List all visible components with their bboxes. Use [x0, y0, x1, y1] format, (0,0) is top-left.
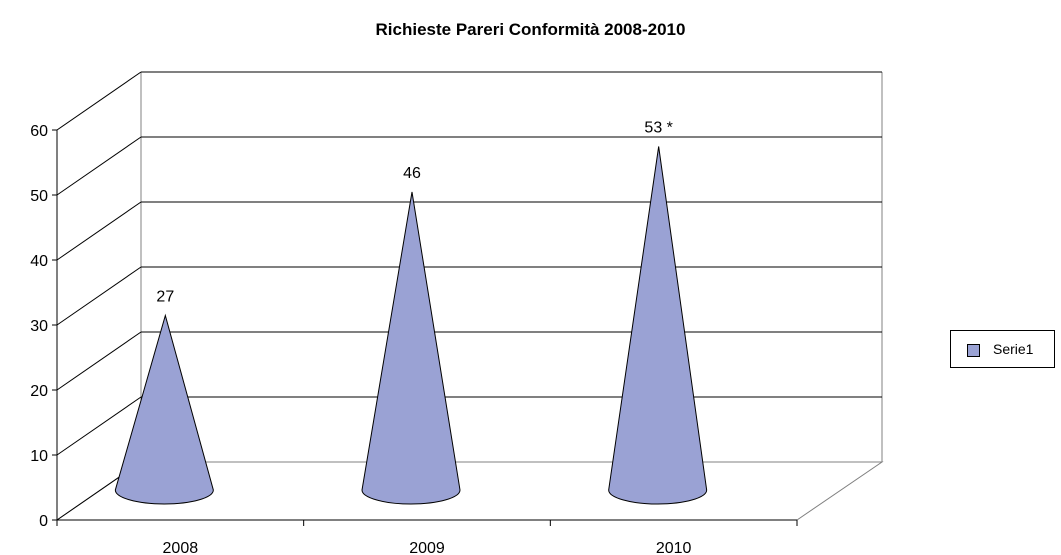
data-label: 27 [156, 289, 174, 306]
legend-label-serie1: Serie1 [993, 341, 1034, 357]
y-tick-label: 60 [30, 123, 48, 140]
y-tick-label: 30 [30, 318, 48, 335]
cone-2009 [361, 191, 461, 505]
x-tick-label: 2010 [656, 540, 692, 555]
y-tick-label: 50 [30, 188, 48, 205]
y-tick-label: 0 [39, 513, 48, 530]
side-wall-line [56, 331, 142, 391]
chart-title: Richieste Pareri Conformità 2008-2010 [375, 20, 686, 39]
x-tick-label: 2008 [163, 540, 199, 555]
data-label: 46 [403, 165, 421, 182]
y-tick-label: 10 [30, 448, 48, 465]
side-wall-line [56, 71, 142, 131]
side-wall-line [56, 136, 142, 196]
y-tick-label: 20 [30, 383, 48, 400]
data-label: 53 * [644, 120, 672, 137]
side-wall-line [56, 201, 142, 261]
cone-2008 [114, 313, 214, 505]
side-wall-line [56, 266, 142, 326]
cone-2010 [608, 146, 708, 505]
side-wall-line [56, 396, 142, 456]
x-tick-label: 2009 [409, 540, 445, 555]
legend-swatch-serie1 [967, 344, 980, 357]
y-tick-label: 40 [30, 253, 48, 270]
legend: Serie1 [950, 330, 1055, 368]
